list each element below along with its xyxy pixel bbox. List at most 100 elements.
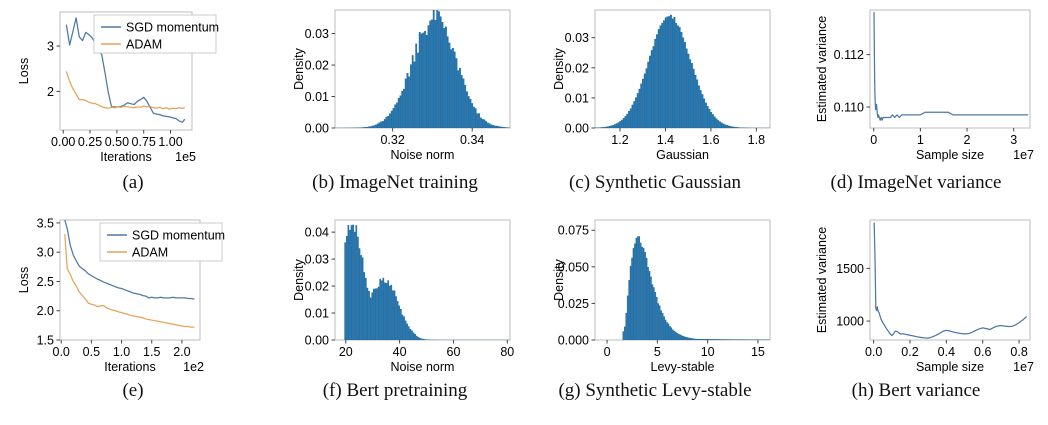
histogram-bar — [392, 108, 395, 128]
histogram-bar — [425, 339, 428, 340]
histogram-bar — [768, 339, 770, 340]
plot-content-c — [595, 14, 770, 128]
histogram-bar — [347, 225, 350, 340]
x-tick-label: 0.32 — [380, 133, 404, 147]
x-tick-label: 1.6 — [702, 133, 719, 147]
histogram-bar — [756, 339, 759, 340]
histogram-bar — [645, 258, 648, 340]
line-series — [873, 11, 1029, 121]
histogram-bar — [488, 123, 491, 128]
histogram-bar — [341, 127, 344, 128]
histogram-bar — [414, 334, 416, 340]
histogram-bar — [501, 126, 503, 128]
histogram-bar — [633, 101, 636, 128]
plot-content-e — [64, 220, 195, 328]
histogram-bar — [476, 113, 479, 128]
subplot-h: 0.0 0.2 0.4 0.6 0.8 1000 1500 Sample size Estima… — [790, 208, 1042, 380]
histogram-bar — [644, 252, 646, 340]
histogram-bar — [615, 123, 618, 128]
histogram-bar — [741, 127, 744, 128]
histogram-bar — [425, 34, 428, 128]
histogram-bar — [429, 20, 432, 128]
histogram-bar — [403, 88, 405, 128]
histogram-bar — [480, 117, 482, 128]
histogram-bar — [699, 90, 702, 128]
y-tick-label: 0.025 — [558, 297, 589, 311]
histogram-bar — [378, 122, 381, 128]
histogram-bar — [711, 339, 713, 340]
histogram-bar — [762, 339, 764, 340]
histogram-bar — [693, 338, 696, 340]
histogram-bar — [680, 335, 683, 340]
x-tick-label: 2 — [964, 133, 971, 147]
caption-f: (f) Bert pretraining — [322, 380, 468, 401]
histogram-bar — [710, 339, 712, 340]
histogram-bar — [443, 339, 445, 340]
histogram-bar — [740, 339, 743, 340]
histogram-bar — [734, 127, 737, 128]
histogram-bar — [481, 119, 484, 128]
histogram-bar — [657, 303, 659, 340]
subplot-b: 0.32 0.34 0.00 0.01 0.02 0.03 Noise norm Densit… — [270, 2, 520, 172]
histogram-bar — [380, 280, 383, 340]
histogram-bar — [682, 37, 685, 128]
y-tick-label: 0.03 — [305, 253, 329, 267]
histogram-bar — [419, 337, 421, 340]
histogram-bar — [382, 277, 385, 340]
histogram-bar — [677, 25, 679, 128]
histogram-bar — [399, 95, 402, 128]
histogram-bar — [441, 22, 444, 128]
histogram-bar — [438, 11, 440, 128]
histogram-bar — [343, 127, 346, 128]
histogram-bar — [478, 113, 481, 128]
histogram-bar — [757, 127, 760, 128]
histogram-bar — [634, 243, 636, 340]
histogram-bar — [737, 339, 740, 340]
y-tick-label: 0.01 — [565, 91, 589, 105]
x-tick-label: 1.0 — [113, 345, 130, 359]
x-tick-label: 0.8 — [1010, 345, 1027, 359]
x-tick-label: 0.25 — [78, 135, 102, 149]
legend-label: ADAM — [126, 38, 162, 52]
histogram-bar — [617, 122, 620, 128]
histogram-bar — [389, 113, 391, 128]
histogram-bar — [768, 127, 770, 128]
histogram-bar — [499, 126, 502, 128]
histogram-bar — [490, 124, 493, 128]
histogram-bar — [622, 118, 625, 128]
histogram-bar — [354, 127, 356, 128]
subplot-f: 20 40 60 80 0.00 0.01 0.02 0.03 0.04 Noise norm De… — [270, 208, 520, 380]
histogram-bar — [417, 336, 420, 340]
histogram-bar — [691, 338, 693, 340]
histogram-bar — [457, 70, 460, 128]
histogram-bar — [678, 27, 681, 128]
histogram-bar — [712, 114, 714, 128]
x-tick-label: 2.0 — [173, 345, 190, 359]
histogram-bar — [624, 116, 627, 128]
histogram-bar — [715, 339, 718, 340]
y-tick-label: 0.02 — [305, 280, 329, 294]
histogram-bar — [652, 46, 655, 128]
legend: SGD momentum ADAM — [93, 14, 219, 54]
y-tick-label: 3.0 — [37, 246, 54, 260]
y-tick-label: 1000 — [836, 315, 864, 329]
histogram-bar — [379, 278, 381, 340]
histogram-bar — [603, 126, 606, 128]
histogram-bar — [708, 108, 711, 128]
x-axis-title: Noise norm — [391, 148, 455, 162]
histogram-bar — [387, 280, 389, 340]
histogram-bar — [705, 339, 708, 340]
histogram-bar — [642, 247, 645, 340]
histogram-bar — [685, 48, 688, 128]
y-tick-label: 2.5 — [37, 275, 54, 289]
y-axis-title: Loss — [17, 58, 31, 84]
histogram-bar — [650, 50, 653, 128]
histogram-bar — [657, 29, 660, 128]
histogram-bar — [670, 327, 673, 340]
axes-frame-e — [59, 219, 201, 341]
histogram-bar — [404, 78, 407, 128]
histogram-bar — [648, 271, 651, 340]
histogram-bar — [452, 48, 454, 128]
x-tick-label: 0.2 — [901, 345, 918, 359]
histogram-bar — [438, 339, 440, 340]
